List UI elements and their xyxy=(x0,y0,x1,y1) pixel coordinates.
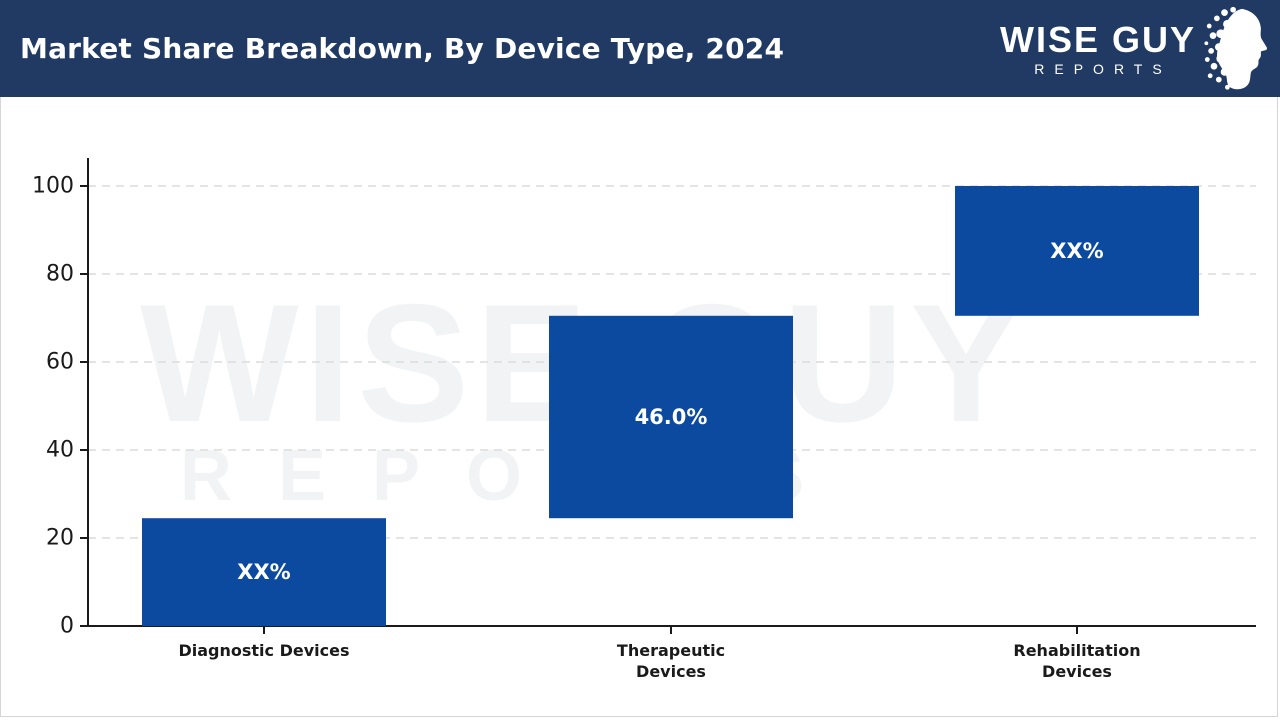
bar-therapeutic-devices xyxy=(549,315,793,519)
bar-rehabilitation-devices xyxy=(955,186,1199,316)
logo-subtitle: REPORTS xyxy=(1034,60,1172,77)
dotted-head-profile-icon xyxy=(1204,6,1267,90)
logo-wordmark: WISE GUY xyxy=(999,18,1196,60)
x-category-label-3-line-1: Rehabilitation xyxy=(1013,641,1140,660)
y-tick-label-100: 100 xyxy=(32,174,74,199)
x-category-label-3-line-2: Devices xyxy=(1042,662,1112,681)
bar-value-label-1: XX% xyxy=(237,560,290,584)
y-tick-label-40: 40 xyxy=(46,438,74,463)
x-category-label-1-line-1: Diagnostic Devices xyxy=(178,641,349,660)
x-category-label-2-line-2: Devices xyxy=(636,662,706,681)
y-tick-label-60: 60 xyxy=(46,350,74,375)
logo-text: WISE GUY REPORTS xyxy=(999,18,1196,77)
y-tick-label-0: 0 xyxy=(60,614,74,639)
y-tick-label-20: 20 xyxy=(46,526,74,551)
y-tick-label-80: 80 xyxy=(46,262,74,287)
bar-value-label-2: 46.0% xyxy=(635,405,708,429)
bar-value-label-3: XX% xyxy=(1050,239,1103,263)
page-title: Market Share Breakdown, By Device Type, … xyxy=(20,32,785,65)
wise-guy-reports-logo: WISE GUY REPORTS xyxy=(1000,5,1280,93)
header-bar: Market Share Breakdown, By Device Type, … xyxy=(0,0,1280,97)
bar-diagnostic-devices xyxy=(142,518,386,626)
x-category-label-2-line-1: Therapeutic xyxy=(617,641,725,660)
